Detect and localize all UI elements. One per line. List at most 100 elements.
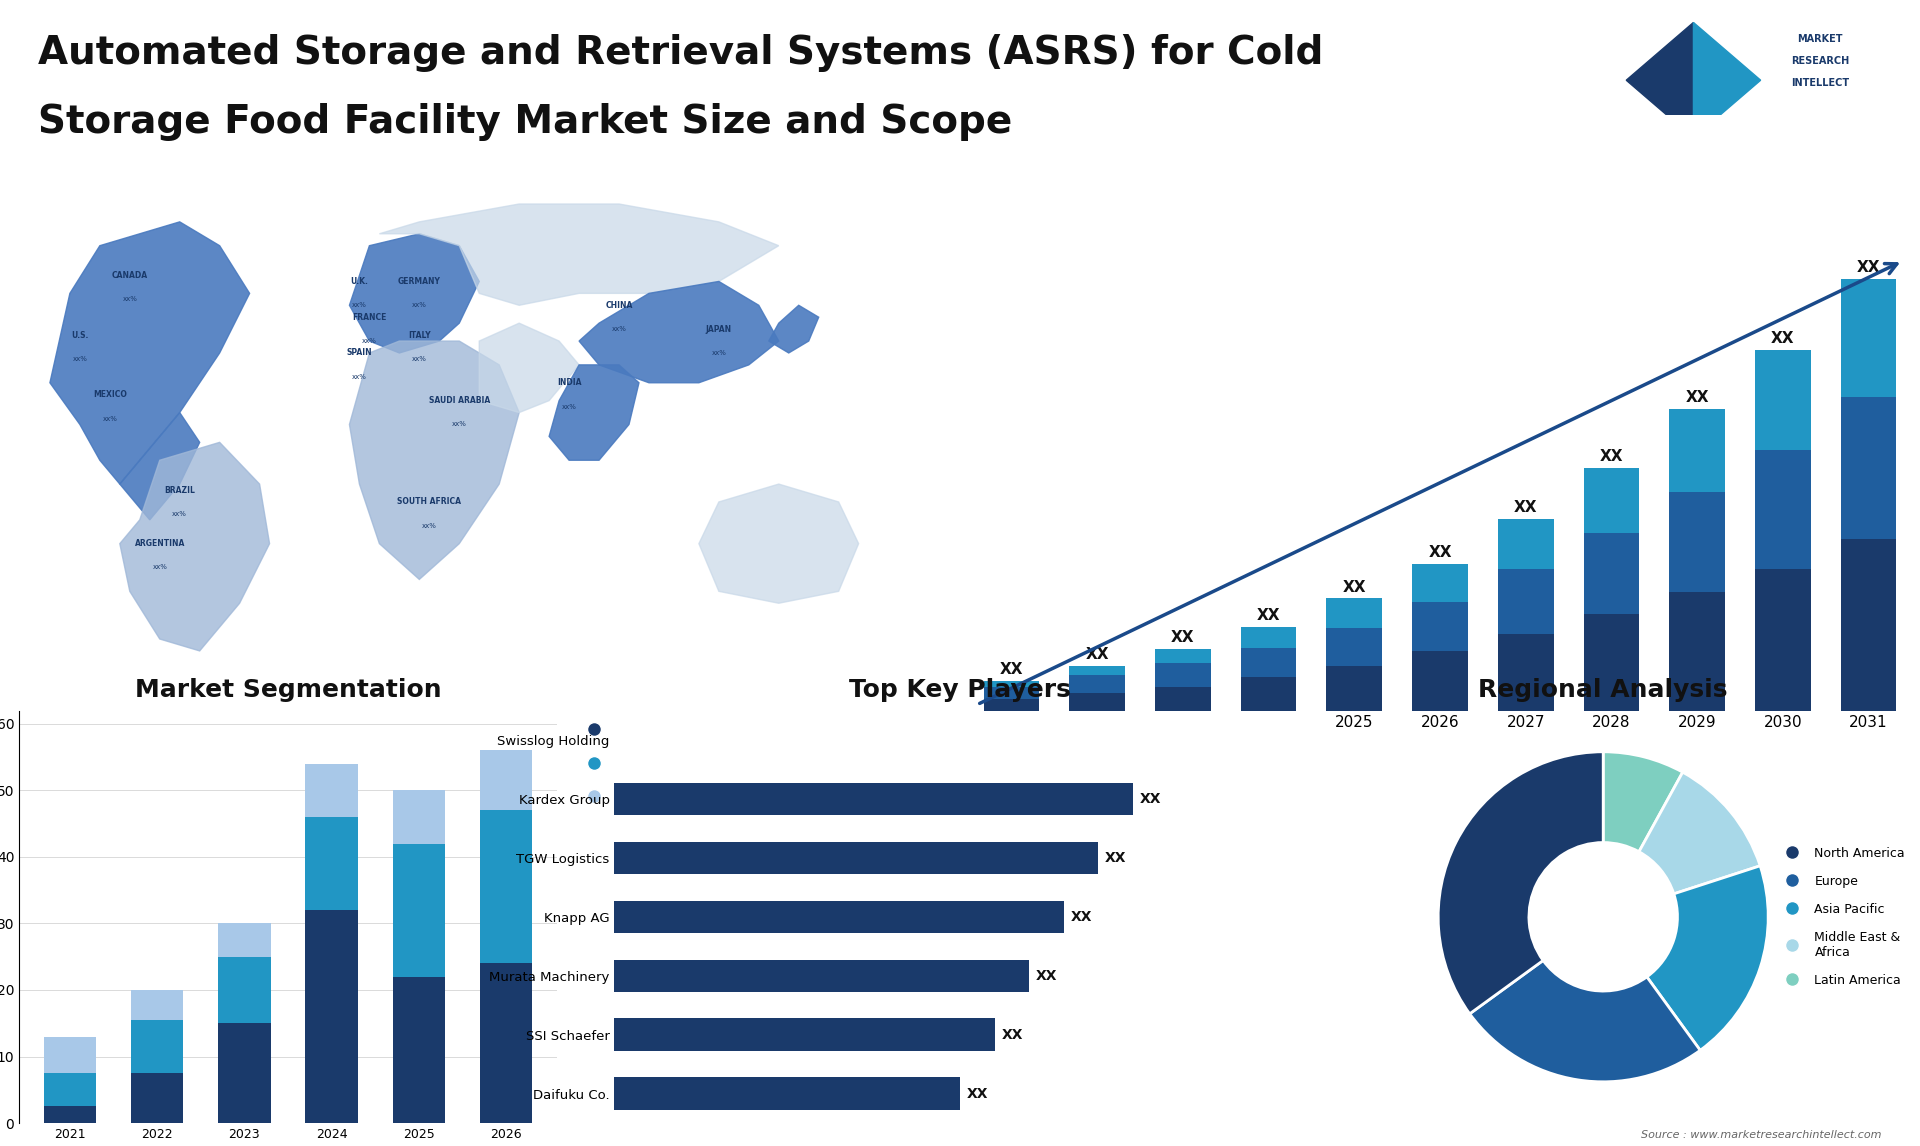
Bar <box>1841 397 1897 539</box>
Bar <box>1668 592 1724 711</box>
Bar <box>1069 675 1125 693</box>
Polygon shape <box>119 413 200 520</box>
Text: XX: XX <box>1071 910 1092 924</box>
Bar <box>305 910 357 1123</box>
Bar <box>394 976 445 1123</box>
Bar <box>219 1023 271 1123</box>
Wedge shape <box>1647 866 1768 1050</box>
Text: U.S.: U.S. <box>71 330 88 339</box>
Bar <box>394 843 445 976</box>
Text: INDIA: INDIA <box>557 378 582 387</box>
Bar <box>219 924 271 957</box>
Title: Top Key Players: Top Key Players <box>849 677 1071 701</box>
Text: Source : www.marketresearchintellect.com: Source : www.marketresearchintellect.com <box>1642 1130 1882 1140</box>
Text: CANADA: CANADA <box>111 270 148 280</box>
Bar <box>1411 602 1469 651</box>
Bar <box>1755 450 1811 568</box>
Bar <box>480 964 532 1123</box>
Bar <box>1498 519 1553 568</box>
Bar <box>1156 664 1212 686</box>
Bar <box>305 817 357 910</box>
Bar <box>614 959 1029 992</box>
Text: XX: XX <box>1686 391 1709 406</box>
Text: xx%: xx% <box>563 403 576 409</box>
Bar <box>394 791 445 843</box>
Text: XX: XX <box>1085 647 1110 662</box>
Text: xx%: xx% <box>612 327 626 332</box>
Bar <box>44 1037 96 1073</box>
Bar <box>1327 598 1382 628</box>
Text: xx%: xx% <box>413 356 426 362</box>
Title: Market Segmentation: Market Segmentation <box>134 677 442 701</box>
Text: xx%: xx% <box>173 511 186 517</box>
Polygon shape <box>380 204 780 305</box>
Text: Automated Storage and Retrieval Systems (ASRS) for Cold: Automated Storage and Retrieval Systems … <box>38 34 1323 72</box>
Bar <box>614 1077 960 1109</box>
Bar <box>1240 647 1296 677</box>
Text: MEXICO: MEXICO <box>92 390 127 399</box>
Bar <box>983 699 1039 711</box>
Text: xx%: xx% <box>363 338 376 344</box>
Text: BRAZIL: BRAZIL <box>165 486 196 495</box>
Bar <box>1411 651 1469 711</box>
Bar <box>1498 568 1553 634</box>
Polygon shape <box>699 484 858 603</box>
Text: U.K.: U.K. <box>351 277 369 286</box>
Bar <box>1069 693 1125 711</box>
Bar <box>614 841 1098 874</box>
Bar <box>1584 613 1640 711</box>
Polygon shape <box>480 323 580 413</box>
Bar <box>305 763 357 817</box>
Title: Regional Analysis: Regional Analysis <box>1478 677 1728 701</box>
Bar <box>614 1019 995 1051</box>
Bar <box>1411 564 1469 602</box>
Bar <box>1755 350 1811 450</box>
Bar <box>1156 649 1212 664</box>
Text: ITALY: ITALY <box>409 330 430 339</box>
Text: XX: XX <box>1770 331 1795 346</box>
Text: XX: XX <box>1599 449 1622 464</box>
Text: XX: XX <box>1258 609 1281 623</box>
Bar <box>1755 568 1811 711</box>
Polygon shape <box>1626 23 1693 138</box>
Text: XX: XX <box>1515 501 1538 516</box>
Text: xx%: xx% <box>422 523 436 528</box>
Bar <box>131 990 182 1020</box>
Text: xx%: xx% <box>351 303 367 308</box>
Bar <box>480 751 532 810</box>
Bar <box>614 901 1064 933</box>
Text: FRANCE: FRANCE <box>351 313 386 322</box>
Bar <box>1240 677 1296 711</box>
Text: SAUDI ARABIA: SAUDI ARABIA <box>428 397 490 406</box>
Text: GERMANY: GERMANY <box>397 277 442 286</box>
Text: RESEARCH: RESEARCH <box>1791 56 1849 65</box>
Legend: Type, Application, Geography: Type, Application, Geography <box>574 717 703 809</box>
Text: XX: XX <box>1140 792 1162 806</box>
Text: xx%: xx% <box>152 565 167 571</box>
Polygon shape <box>349 234 480 353</box>
Legend: North America, Europe, Asia Pacific, Middle East &
Africa, Latin America: North America, Europe, Asia Pacific, Mid… <box>1774 842 1910 991</box>
Bar <box>131 1020 182 1073</box>
Text: XX: XX <box>1000 662 1023 677</box>
Bar <box>983 681 1039 686</box>
Text: CHINA: CHINA <box>605 300 634 309</box>
Text: XX: XX <box>1037 968 1058 983</box>
Text: XX: XX <box>1857 260 1880 275</box>
Text: Storage Food Facility Market Size and Scope: Storage Food Facility Market Size and Sc… <box>38 103 1012 141</box>
Wedge shape <box>1469 960 1701 1082</box>
Wedge shape <box>1603 752 1682 851</box>
Bar <box>1841 539 1897 711</box>
Bar <box>1498 634 1553 711</box>
Text: xx%: xx% <box>451 422 467 427</box>
Bar <box>480 810 532 964</box>
Wedge shape <box>1438 752 1603 1014</box>
Text: SPAIN: SPAIN <box>348 348 372 358</box>
Bar <box>1327 666 1382 711</box>
Text: xx%: xx% <box>413 303 426 308</box>
Text: xx%: xx% <box>712 350 726 356</box>
Text: SOUTH AFRICA: SOUTH AFRICA <box>397 497 461 507</box>
Bar <box>1584 533 1640 613</box>
Polygon shape <box>1693 23 1761 138</box>
Polygon shape <box>50 222 250 484</box>
Bar <box>1327 628 1382 666</box>
